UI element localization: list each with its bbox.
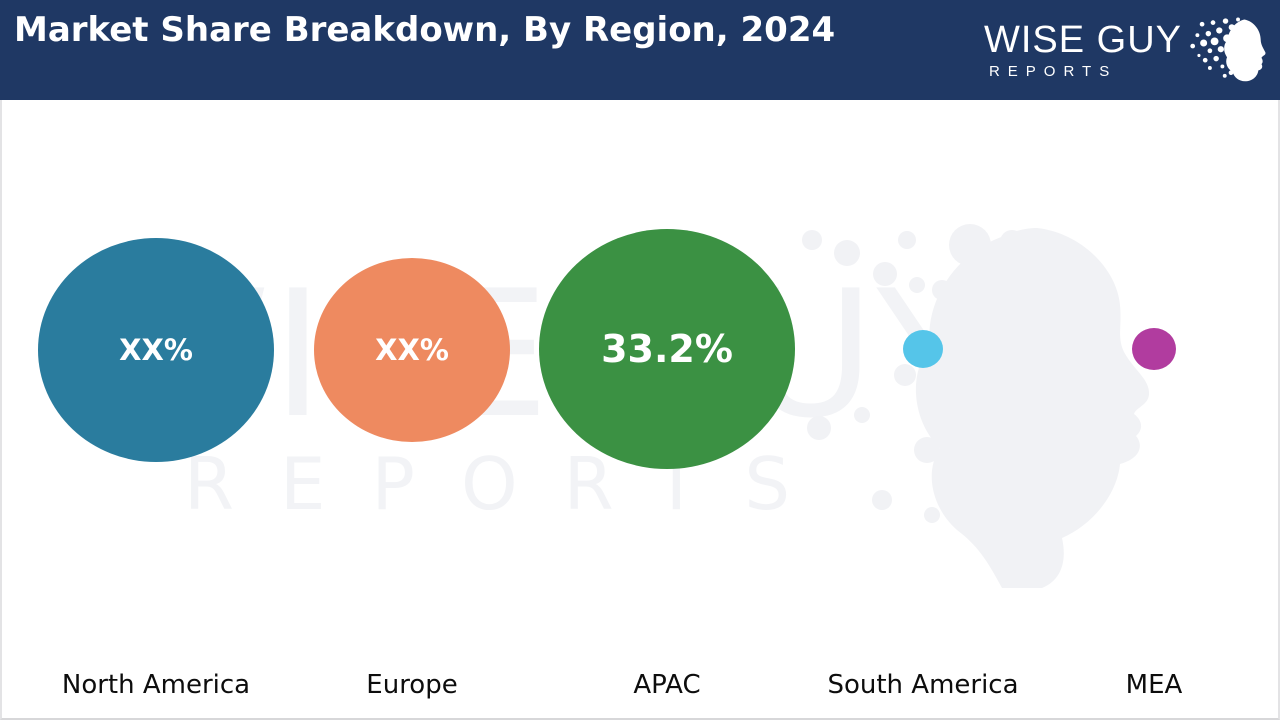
bubble-chart: WISE GUY REPORTS XX% X bbox=[0, 100, 1280, 720]
bubble-south-america bbox=[903, 330, 943, 368]
category-label-south-america: South America bbox=[827, 670, 1019, 700]
category-label-north-america: North America bbox=[61, 670, 251, 700]
brand-logo-text: WISE GUY REPORTS bbox=[983, 19, 1182, 80]
page-title: Market Share Breakdown, By Region, 2024 bbox=[14, 10, 836, 50]
brand-subname: REPORTS bbox=[988, 62, 1118, 80]
bubble-mea bbox=[1132, 328, 1176, 370]
bubble-value-label: 33.2% bbox=[601, 327, 733, 371]
brand-head-icon bbox=[1190, 17, 1266, 82]
brand-name: WISE GUY bbox=[983, 19, 1182, 62]
bubble-value-label: XX% bbox=[375, 333, 449, 367]
watermark-reports-text: REPORTS bbox=[184, 442, 837, 526]
bubble-value-label: XX% bbox=[119, 333, 193, 367]
category-label-europe: Europe bbox=[366, 670, 458, 700]
bubble-europe: XX% bbox=[314, 258, 510, 442]
bubble-apac: 33.2% bbox=[539, 229, 795, 469]
category-label-mea: MEA bbox=[1125, 670, 1183, 700]
category-label-apac: APAC bbox=[633, 670, 701, 700]
brand-logo: WISE GUY REPORTS bbox=[984, 0, 1280, 94]
header-bar: Market Share Breakdown, By Region, 2024 … bbox=[0, 0, 1280, 100]
watermark-head-icon bbox=[802, 224, 1150, 588]
bubble-north-america: XX% bbox=[38, 238, 274, 462]
